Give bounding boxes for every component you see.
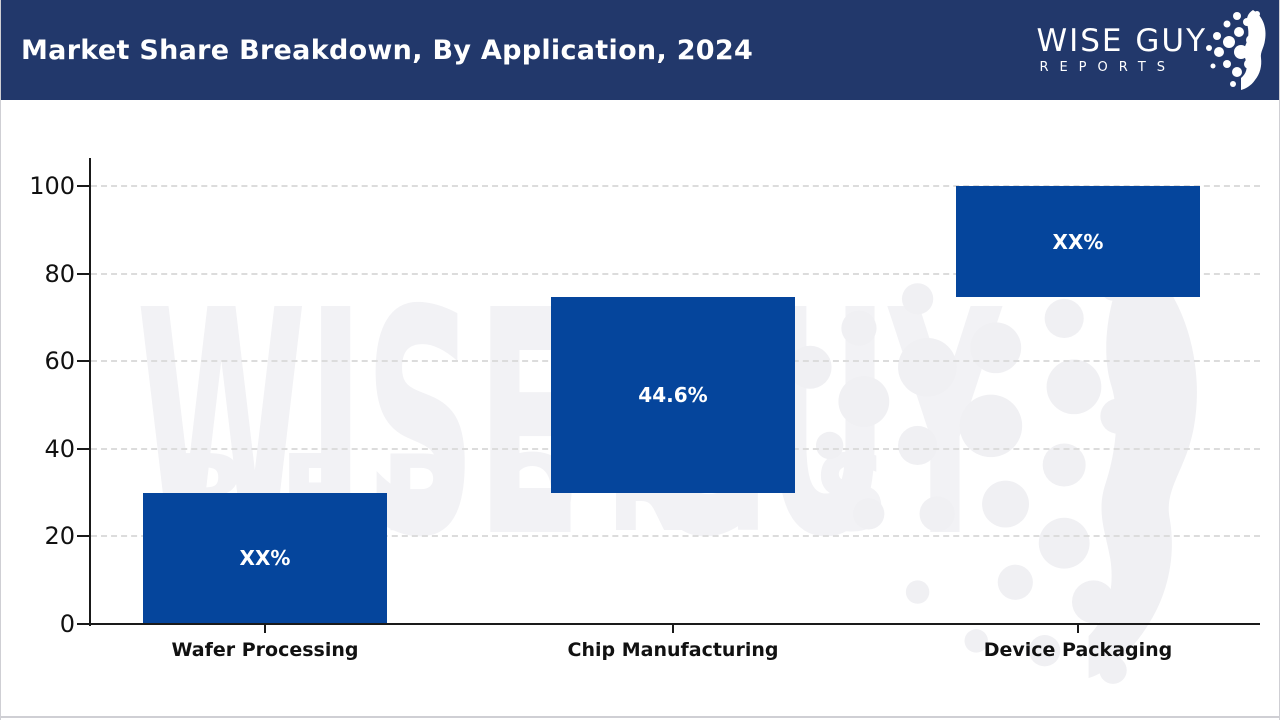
y-tick-label: 60 [44, 347, 75, 376]
logo-text: WISE GUY REPORTS [1036, 23, 1207, 75]
wiseguy-face-icon [1206, 10, 1266, 90]
gridline-80 [91, 272, 1260, 275]
y-tick-label: 100 [29, 172, 75, 200]
x-axis-label: Chip Manufacturing [567, 639, 779, 661]
y-tick-label: 0 [59, 610, 75, 638]
bar-value-label: XX% [1052, 229, 1104, 254]
bar-value-label: 44.6% [638, 382, 708, 407]
y-tick [77, 272, 89, 275]
x-axis-line [89, 623, 1260, 625]
bar-chip-manufacturing: 44.6% [551, 297, 795, 493]
bar-device-packaging: XX% [956, 186, 1200, 298]
page-title: Market Share Breakdown, By Application, … [21, 34, 754, 66]
y-tick [77, 447, 89, 450]
bottom-frame-line [1, 716, 1279, 718]
bar-wafer-processing: XX% [143, 492, 387, 624]
x-axis-label: Device Packaging [983, 639, 1173, 661]
x-tick [1077, 625, 1079, 633]
y-axis-line [89, 158, 91, 626]
wiseguy-logo: WISE GUY REPORTS [1036, 0, 1267, 100]
y-tick [77, 623, 89, 625]
y-tick-label: 40 [44, 434, 75, 463]
gridline-100 [91, 185, 1260, 187]
x-tick [672, 625, 674, 633]
logo-wordmark: WISE GUY [1036, 23, 1207, 59]
x-axis-label: Wafer Processing [171, 639, 359, 661]
logo-subtitle: REPORTS [1039, 60, 1177, 75]
y-tick [77, 185, 89, 187]
bar-value-label: XX% [239, 546, 291, 571]
y-tick-label: 80 [44, 259, 75, 288]
header-bar: Market Share Breakdown, By Application, … [1, 0, 1279, 100]
x-tick [264, 625, 266, 633]
y-tick [77, 535, 89, 538]
gridline-20 [91, 535, 1260, 538]
y-tick [77, 360, 89, 363]
y-tick-label: 20 [44, 522, 75, 551]
